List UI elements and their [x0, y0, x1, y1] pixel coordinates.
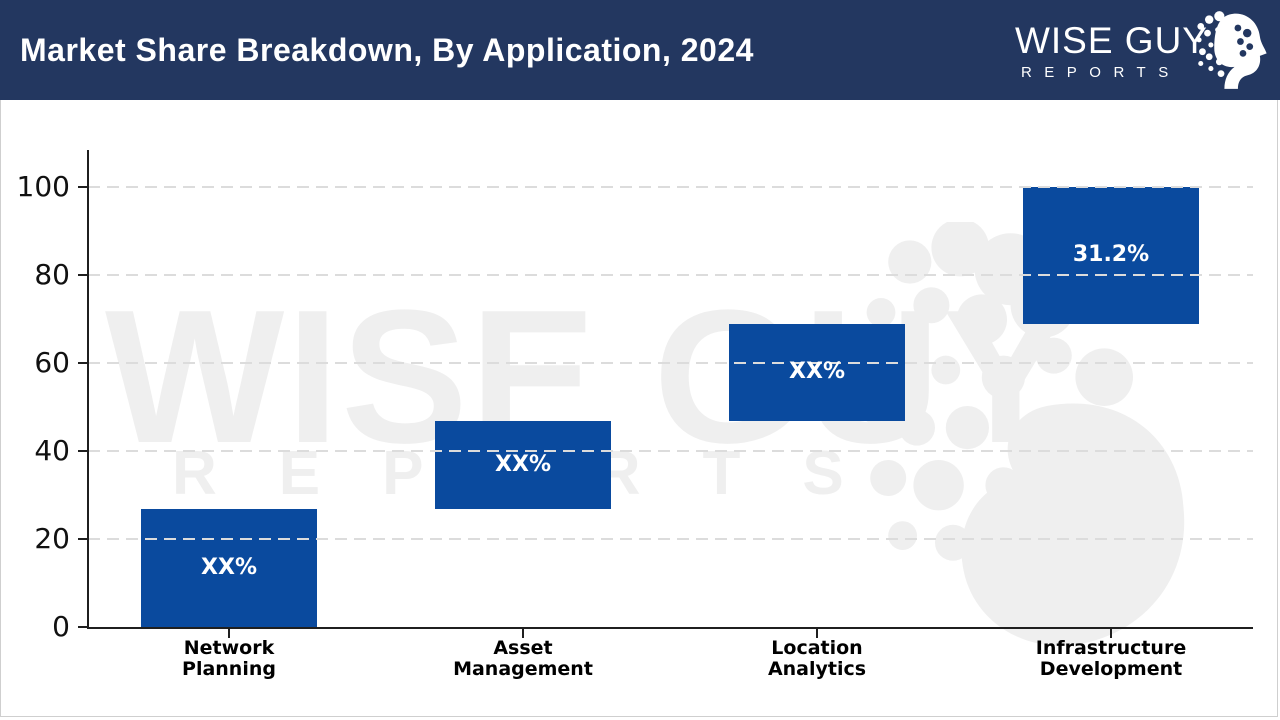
- x-tick-label-infrastructure-development: Infrastructure Development: [1035, 637, 1187, 680]
- bar-infrastructure-development: [1023, 186, 1199, 324]
- x-tick-label-network-planning: Network Planning: [182, 637, 276, 680]
- bar-network-planning: [141, 508, 317, 627]
- y-tick-mark-40: [78, 449, 88, 452]
- x-tick-label-location-analytics: Location Analytics: [767, 637, 867, 680]
- x-tick-mark-network-planning: [228, 629, 230, 638]
- wiseguy-logo: WISE GUY REPORTS: [1015, 7, 1270, 93]
- y-tick-mark-100: [78, 185, 88, 188]
- y-tick-label-100: 100: [16, 169, 70, 203]
- chart-title: Market Share Breakdown, By Application, …: [20, 31, 754, 68]
- y-tick-label-60: 60: [34, 345, 70, 379]
- y-tick-mark-80: [78, 273, 88, 276]
- logo-subtext: REPORTS: [1020, 64, 1181, 81]
- gridline-40: [88, 449, 1253, 452]
- y-tick-mark-0: [78, 626, 88, 628]
- y-axis-spine: [87, 150, 89, 629]
- bar-location-analytics: [729, 324, 905, 421]
- y-tick-label-20: 20: [34, 521, 70, 555]
- y-tick-label-40: 40: [34, 433, 70, 467]
- x-axis-spine: [87, 627, 1253, 629]
- wiseguy-head-icon: [1196, 11, 1267, 89]
- gridline-60: [88, 361, 1253, 364]
- header-bar: Market Share Breakdown, By Application, …: [0, 0, 1280, 100]
- bar-value-label-infrastructure-development: 31.2%: [1072, 242, 1150, 268]
- bar-value-label-location-analytics: XX%: [789, 359, 845, 385]
- y-tick-mark-20: [78, 537, 88, 540]
- x-tick-mark-location-analytics: [816, 629, 818, 638]
- gridline-20: [88, 537, 1253, 540]
- bar-asset-management: [435, 420, 611, 509]
- x-tick-mark-asset-management: [522, 629, 524, 638]
- y-tick-label-80: 80: [34, 257, 70, 291]
- gridline-80: [88, 273, 1253, 276]
- logo-text-block: WISE GUY REPORTS: [1014, 7, 1208, 82]
- logo-wordmark: WISE GUY: [1014, 20, 1208, 61]
- bar-value-label-asset-management: XX%: [495, 451, 551, 477]
- x-tick-mark-infrastructure-development: [1110, 629, 1112, 638]
- bar-value-label-network-planning: XX%: [201, 554, 257, 580]
- y-tick-mark-60: [78, 361, 88, 364]
- x-tick-label-asset-management: Asset Management: [453, 637, 593, 680]
- gridline-100: [88, 185, 1253, 188]
- y-tick-label-0: 0: [52, 610, 70, 643]
